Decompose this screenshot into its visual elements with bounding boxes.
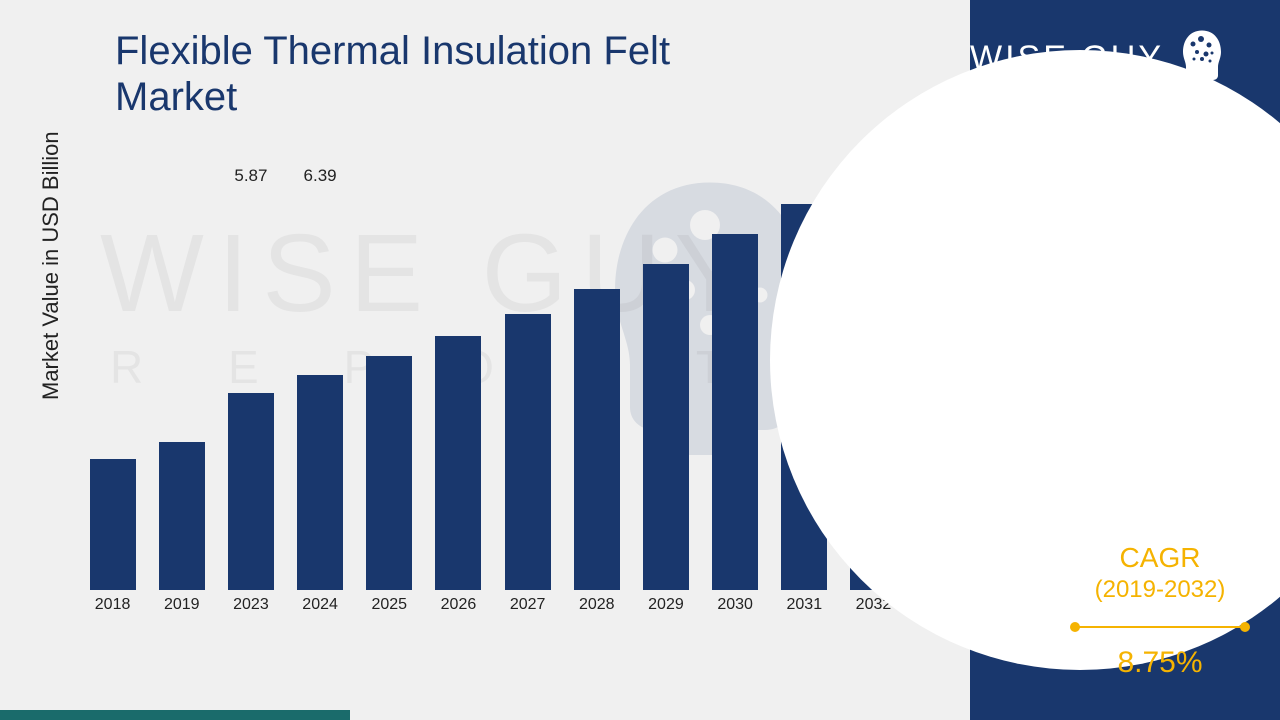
brand-name: WISE GUY [970,39,1164,78]
chart-title: Flexible Thermal Insulation Felt Market [115,28,735,120]
bar-group [78,170,147,590]
x-tick-label: 2025 [355,596,424,614]
bar-group: 6.39 [286,170,355,590]
x-tick-label: 2026 [424,596,493,614]
x-tick-label: 2019 [147,596,216,614]
bottom-accent-bar [0,710,350,720]
x-tick-label: 2018 [78,596,147,614]
bar-group [631,170,700,590]
cagr-block: CAGR (2019-2032) 8.75% [1040,542,1280,680]
x-tick-label: 2031 [770,596,839,614]
bar-group [147,170,216,590]
bar [712,234,758,590]
bar-value-label: 6.39 [304,166,337,371]
bar [90,459,136,590]
x-tick-label: 2030 [701,596,770,614]
bar-group [355,170,424,590]
bar-value-label: 5.87 [234,166,267,389]
bar [297,375,343,590]
bar [643,264,689,590]
x-tick-label: 2024 [286,596,355,614]
x-tick-label: 2029 [631,596,700,614]
brand-logo: WISE GUY R E P O R T S [970,28,1252,118]
x-axis-labels: 2018201920232024202520262027202820292030… [78,596,908,614]
cagr-divider [1075,626,1245,628]
bar [366,356,412,590]
brand-head-icon [1172,28,1232,88]
brand-subtitle: R E P O R T S [970,86,1212,118]
bar [228,393,274,590]
cagr-range: (2019-2032) [1040,576,1280,604]
bar-group [562,170,631,590]
x-tick-label: 2027 [493,596,562,614]
x-tick-label: 2023 [216,596,285,614]
x-tick-label: 2028 [562,596,631,614]
cagr-value: 8.75% [1040,646,1280,680]
y-axis-label: Market Value in USD Billion [38,131,64,400]
bar [574,289,620,590]
bar [159,442,205,590]
bar-group [424,170,493,590]
bar-group [701,170,770,590]
bar-group: 5.87 [216,170,285,590]
cagr-label: CAGR [1040,542,1280,574]
bar [505,314,551,590]
bar-group [493,170,562,590]
sidebar-panel: WISE GUY R E P O R T S CAGR (2019- [970,0,1280,720]
bar [435,336,481,590]
